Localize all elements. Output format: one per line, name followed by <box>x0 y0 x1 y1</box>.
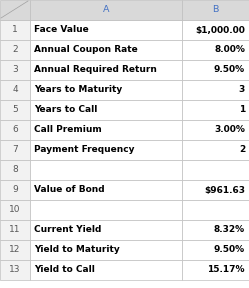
Text: B: B <box>212 5 219 14</box>
Bar <box>182 160 249 180</box>
Bar <box>182 260 249 280</box>
Text: Years to Call: Years to Call <box>34 105 97 115</box>
Bar <box>30 180 182 200</box>
Text: Current Yield: Current Yield <box>34 226 101 234</box>
Text: Face Value: Face Value <box>34 26 89 35</box>
Text: Annual Required Return: Annual Required Return <box>34 65 157 75</box>
Bar <box>0 40 30 60</box>
Text: 8: 8 <box>12 166 18 175</box>
Text: 9.50%: 9.50% <box>214 245 245 255</box>
Bar <box>30 100 182 120</box>
Bar <box>0 240 30 260</box>
Bar <box>0 120 30 140</box>
Bar <box>30 60 182 80</box>
Text: Years to Maturity: Years to Maturity <box>34 86 122 94</box>
Bar <box>0 140 30 160</box>
Bar <box>182 180 249 200</box>
Text: 6: 6 <box>12 126 18 134</box>
Bar <box>0 260 30 280</box>
Text: 4: 4 <box>12 86 18 94</box>
Bar <box>30 20 182 40</box>
Text: 10: 10 <box>9 206 21 215</box>
Bar <box>30 160 182 180</box>
Bar <box>182 200 249 220</box>
Bar <box>0 0 30 20</box>
Bar <box>0 80 30 100</box>
Text: Yield to Maturity: Yield to Maturity <box>34 245 120 255</box>
Bar <box>182 20 249 40</box>
Text: $961.63: $961.63 <box>204 185 245 194</box>
Text: 11: 11 <box>9 226 21 234</box>
Bar <box>182 80 249 100</box>
Text: 3: 3 <box>239 86 245 94</box>
Bar <box>0 100 30 120</box>
Bar <box>0 200 30 220</box>
Text: 2: 2 <box>239 145 245 154</box>
Bar <box>30 80 182 100</box>
Bar <box>30 200 182 220</box>
Text: 8.00%: 8.00% <box>214 46 245 54</box>
Bar <box>30 220 182 240</box>
Bar <box>30 240 182 260</box>
Bar <box>30 120 182 140</box>
Text: A: A <box>103 5 109 14</box>
Bar <box>182 40 249 60</box>
Text: 1: 1 <box>12 26 18 35</box>
Text: 3: 3 <box>12 65 18 75</box>
Text: 12: 12 <box>9 245 21 255</box>
Bar <box>30 260 182 280</box>
Text: 7: 7 <box>12 145 18 154</box>
Bar <box>182 60 249 80</box>
Text: 9: 9 <box>12 185 18 194</box>
Bar <box>0 20 30 40</box>
Text: 5: 5 <box>12 105 18 115</box>
Text: 8.32%: 8.32% <box>214 226 245 234</box>
Bar <box>0 180 30 200</box>
Bar <box>182 100 249 120</box>
Text: 1: 1 <box>239 105 245 115</box>
Text: Yield to Call: Yield to Call <box>34 266 95 274</box>
Text: 2: 2 <box>12 46 18 54</box>
Text: $1,000.00: $1,000.00 <box>195 26 245 35</box>
Bar <box>30 0 182 20</box>
Text: Value of Bond: Value of Bond <box>34 185 105 194</box>
Bar <box>0 160 30 180</box>
Bar <box>0 60 30 80</box>
Text: 3.00%: 3.00% <box>214 126 245 134</box>
Text: Annual Coupon Rate: Annual Coupon Rate <box>34 46 138 54</box>
Text: 9.50%: 9.50% <box>214 65 245 75</box>
Bar <box>182 220 249 240</box>
Bar <box>0 220 30 240</box>
Text: 15.17%: 15.17% <box>207 266 245 274</box>
Bar <box>182 240 249 260</box>
Text: Payment Frequency: Payment Frequency <box>34 145 134 154</box>
Bar <box>30 140 182 160</box>
Bar <box>182 120 249 140</box>
Bar <box>182 140 249 160</box>
Text: Call Premium: Call Premium <box>34 126 102 134</box>
Bar <box>182 0 249 20</box>
Bar <box>30 40 182 60</box>
Text: 13: 13 <box>9 266 21 274</box>
